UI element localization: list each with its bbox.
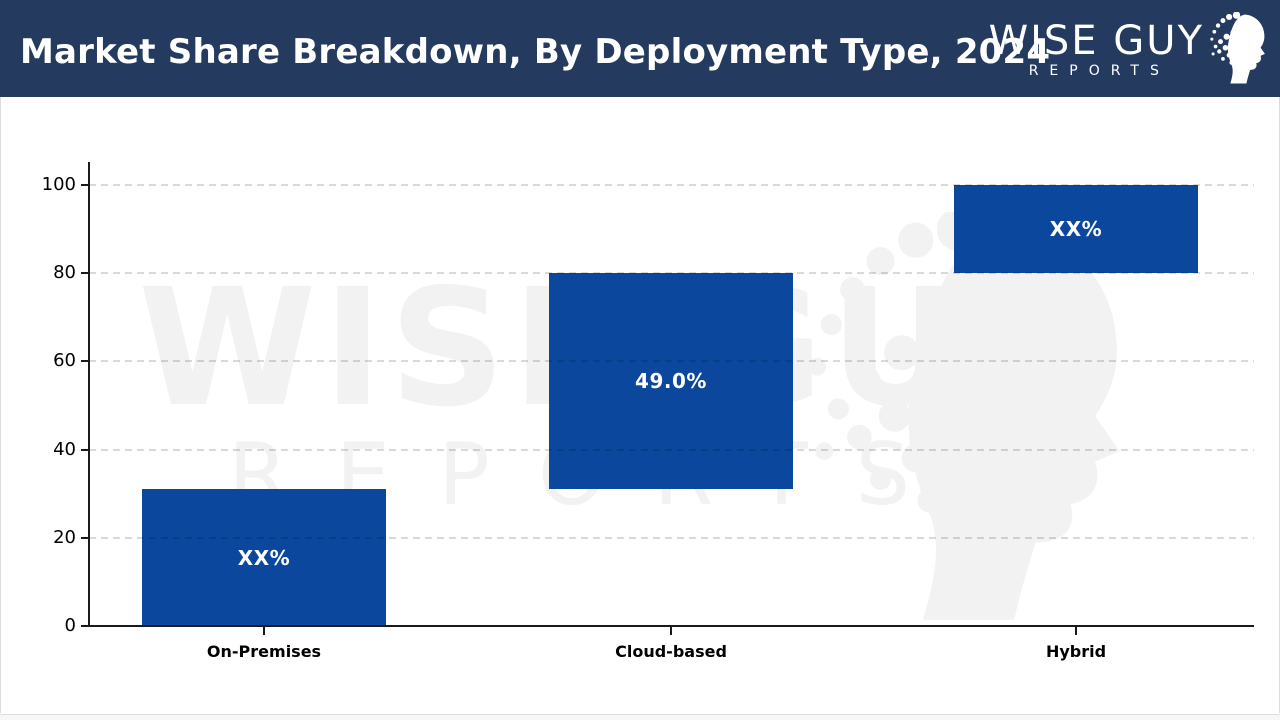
y-tickmark-100 — [81, 184, 89, 186]
y-tickmark-0 — [81, 625, 89, 627]
x-tick-label-1: Cloud-based — [615, 642, 727, 661]
watermark-dotface-logo — [808, 212, 1120, 620]
x-tickmark-2 — [1075, 627, 1077, 635]
y-tick-label-100: 100 — [41, 174, 76, 195]
logo-text: WISE GUY REPORTS — [989, 21, 1204, 78]
x-tick-label-0: On-Premises — [206, 642, 322, 661]
y-tickmark-80 — [81, 272, 89, 275]
bar-value-label: XX% — [1049, 217, 1103, 242]
header-band: Market Share Breakdown, By Deployment Ty… — [0, 0, 1280, 97]
y-tick-label-40: 40 — [53, 438, 76, 460]
y-axis-spine — [88, 162, 90, 627]
x-tickmark-0 — [263, 627, 265, 635]
gridline-y20 — [89, 536, 1254, 539]
wiseguy-logo: WISE GUY REPORTS — [989, 8, 1270, 90]
chart-title: Market Share Breakdown, By Deployment Ty… — [20, 32, 1051, 72]
bar-cloud-based: 49.0% — [549, 273, 793, 490]
y-tick-label-80: 80 — [53, 262, 76, 284]
footer-strip — [0, 714, 1280, 720]
bar-value-label: 49.0% — [635, 369, 707, 394]
x-tick-label-2: Hybrid — [1045, 642, 1107, 661]
gridline-y100 — [89, 184, 1254, 186]
logo-wiseguy-label: WISE GUY — [988, 17, 1204, 64]
y-tickmark-20 — [81, 536, 89, 539]
plot-area: XX% 49.0% XX% 0 20 40 60 80 100 On-Premises Cloud-… — [0, 97, 1280, 720]
y-tick-label-0: 0 — [64, 615, 76, 636]
y-tick-label-60: 60 — [53, 350, 76, 372]
y-tickmark-60 — [81, 360, 89, 363]
bar-value-label: XX% — [237, 545, 291, 570]
logo-reports-label: REPORTS — [1028, 62, 1170, 79]
y-tick-label-20: 20 — [53, 526, 76, 548]
logo-dotface-icon — [1210, 12, 1265, 84]
x-tickmark-1 — [670, 627, 672, 635]
bar-hybrid: XX% — [954, 185, 1198, 274]
gridline-y40 — [89, 448, 1254, 451]
gridline-y80 — [89, 272, 1254, 275]
bar-on-premises: XX% — [142, 489, 386, 626]
y-tickmark-40 — [81, 448, 89, 451]
x-axis-spine — [88, 625, 1254, 627]
gridline-y60 — [89, 360, 1254, 363]
